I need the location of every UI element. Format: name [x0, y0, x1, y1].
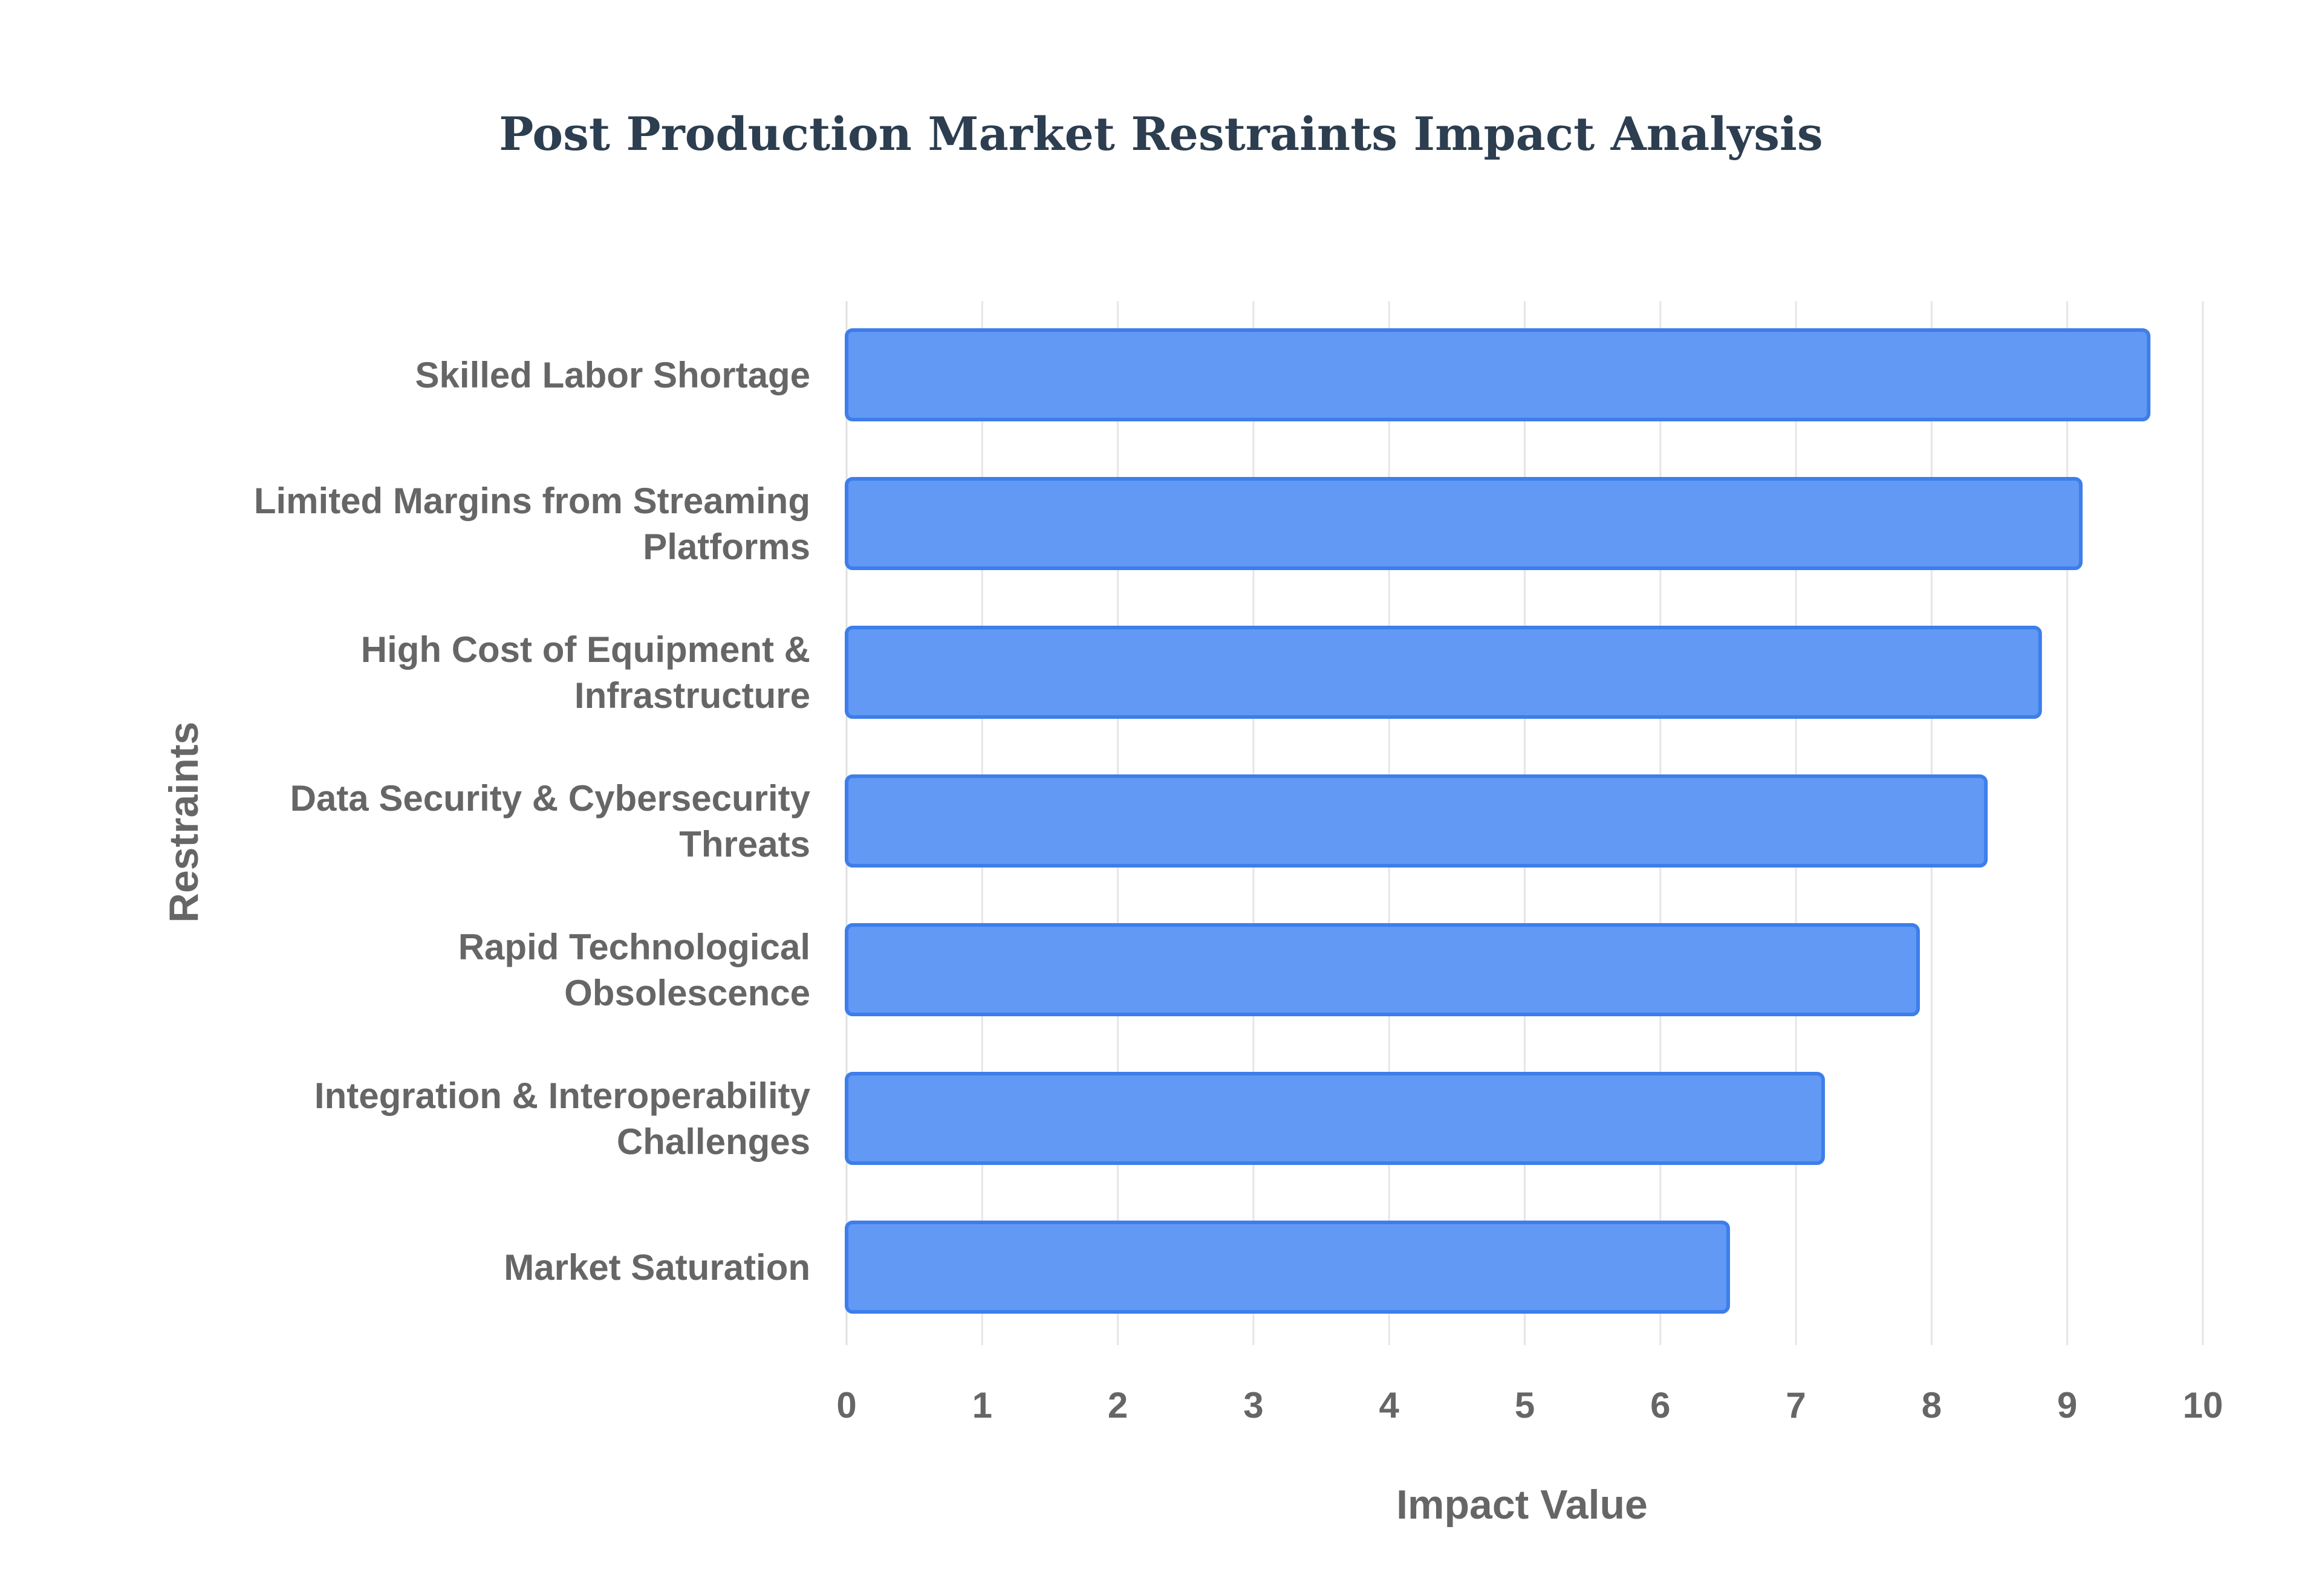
x-tick-label: 9: [2057, 1385, 2077, 1426]
category-label-line: Platforms: [643, 527, 810, 567]
bar: [845, 923, 1920, 1016]
x-tick-label: 4: [1379, 1385, 1400, 1426]
category-label-line: Limited Margins from Streaming: [254, 481, 810, 521]
x-tick-label: 2: [1108, 1385, 1128, 1426]
category-label: Rapid Technological Obsolescence: [458, 927, 810, 1013]
category-label: Data Security & Cybersecurity Threats: [290, 778, 811, 864]
category-label-line: Skilled Labor Shortage: [415, 355, 810, 395]
category-label: Limited Margins from Streaming Platforms: [254, 481, 810, 567]
category-label-line: Threats: [679, 824, 810, 864]
category-labels: Skilled Labor Shortage Limited Margins fr…: [254, 355, 811, 1288]
bar: [845, 774, 1988, 868]
bar: [845, 328, 2151, 421]
x-tick-label: 5: [1515, 1385, 1535, 1426]
category-label-line: Infrastructure: [574, 675, 810, 716]
y-axis-title: Restraints: [161, 722, 207, 923]
chart-title: Post Production Market Restraints Impact…: [499, 107, 1823, 161]
category-label: Integration & Interoperability Challenges: [314, 1075, 811, 1162]
x-tick-labels: 0 1 2 3 4 5 6 7 8 9 10: [836, 1385, 2223, 1426]
bar: [845, 477, 2083, 570]
category-label-line: Obsolescence: [564, 973, 810, 1013]
x-tick-label: 3: [1243, 1385, 1263, 1426]
x-tick-label: 1: [972, 1385, 992, 1426]
bar: [845, 626, 2042, 719]
category-label-line: High Cost of Equipment &: [361, 629, 810, 670]
category-label-line: Challenges: [617, 1121, 810, 1162]
bar: [845, 1221, 1730, 1314]
x-tick-label: 7: [1786, 1385, 1806, 1426]
category-label-line: Data Security & Cybersecurity: [290, 778, 811, 819]
x-tick-label: 6: [1650, 1385, 1670, 1426]
bars: [845, 328, 2151, 1314]
x-tick-label: 8: [1922, 1385, 1942, 1426]
x-axis-title: Impact Value: [1396, 1482, 1648, 1528]
category-label: Skilled Labor Shortage: [415, 355, 810, 395]
category-label-line: Market Saturation: [504, 1247, 810, 1288]
category-label-line: Rapid Technological: [458, 927, 810, 967]
x-tick-label: 10: [2183, 1385, 2223, 1426]
category-label: High Cost of Equipment & Infrastructure: [361, 629, 810, 716]
x-tick-label: 0: [836, 1385, 856, 1426]
bar: [845, 1072, 1825, 1165]
category-label-line: Integration & Interoperability: [314, 1075, 811, 1116]
category-label: Market Saturation: [504, 1247, 810, 1288]
